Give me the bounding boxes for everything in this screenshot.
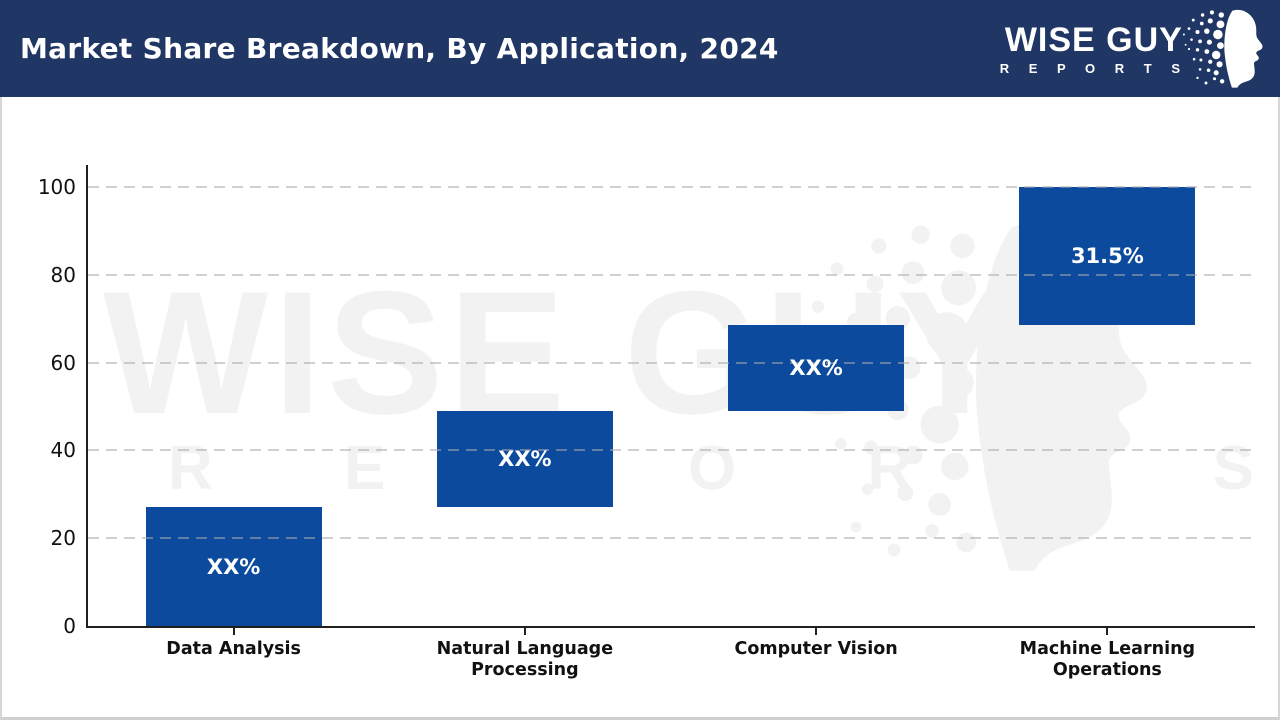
gridline-100	[88, 186, 1253, 188]
gridline-60	[88, 361, 1253, 364]
chart-title: Market Share Breakdown, By Application, …	[20, 32, 779, 65]
y-axis-line	[86, 165, 88, 628]
header-bar: Market Share Breakdown, By Application, …	[0, 0, 1280, 97]
y-tick-label-100: 100	[37, 175, 76, 199]
y-tick-label-80: 80	[50, 262, 76, 287]
bar-segment	[728, 325, 905, 411]
gridline-80	[88, 273, 1253, 276]
gridline-40	[88, 449, 1253, 452]
x-category-label: Natural Language Processing	[436, 639, 614, 681]
y-tick-label-0: 0	[63, 614, 76, 638]
x-axis-line	[86, 626, 1255, 628]
wise-guy-reports-logo: WISE GUY R E P O R T S	[1000, 3, 1274, 95]
bar-value-label: XX%	[498, 447, 552, 472]
x-axis-tick	[523, 628, 526, 635]
x-category-label: Computer Vision	[734, 639, 898, 659]
x-category-label: Machine Learning Operations	[1019, 639, 1196, 681]
x-category-label: Data Analysis	[166, 639, 301, 659]
logo-tagline: R E P O R T S	[999, 60, 1188, 76]
logo-text: WISE GUY R E P O R T S	[1000, 23, 1188, 76]
x-axis-tick	[232, 628, 235, 635]
bar-segment	[436, 410, 613, 508]
x-axis-tick	[815, 628, 818, 635]
bar-segment	[1019, 187, 1196, 326]
bar-value-label: XX%	[789, 356, 843, 381]
y-tick-label-20: 20	[50, 526, 76, 551]
y-tick-label-40: 40	[50, 438, 76, 463]
bar-value-label: 31.5%	[1070, 244, 1144, 269]
logo-name: WISE GUY	[1004, 20, 1183, 59]
x-axis-tick	[1106, 628, 1109, 635]
bar-segment	[145, 507, 322, 626]
bar-value-label: XX%	[206, 554, 261, 579]
gridline-20	[88, 537, 1253, 540]
y-tick-label-60: 60	[50, 350, 76, 375]
